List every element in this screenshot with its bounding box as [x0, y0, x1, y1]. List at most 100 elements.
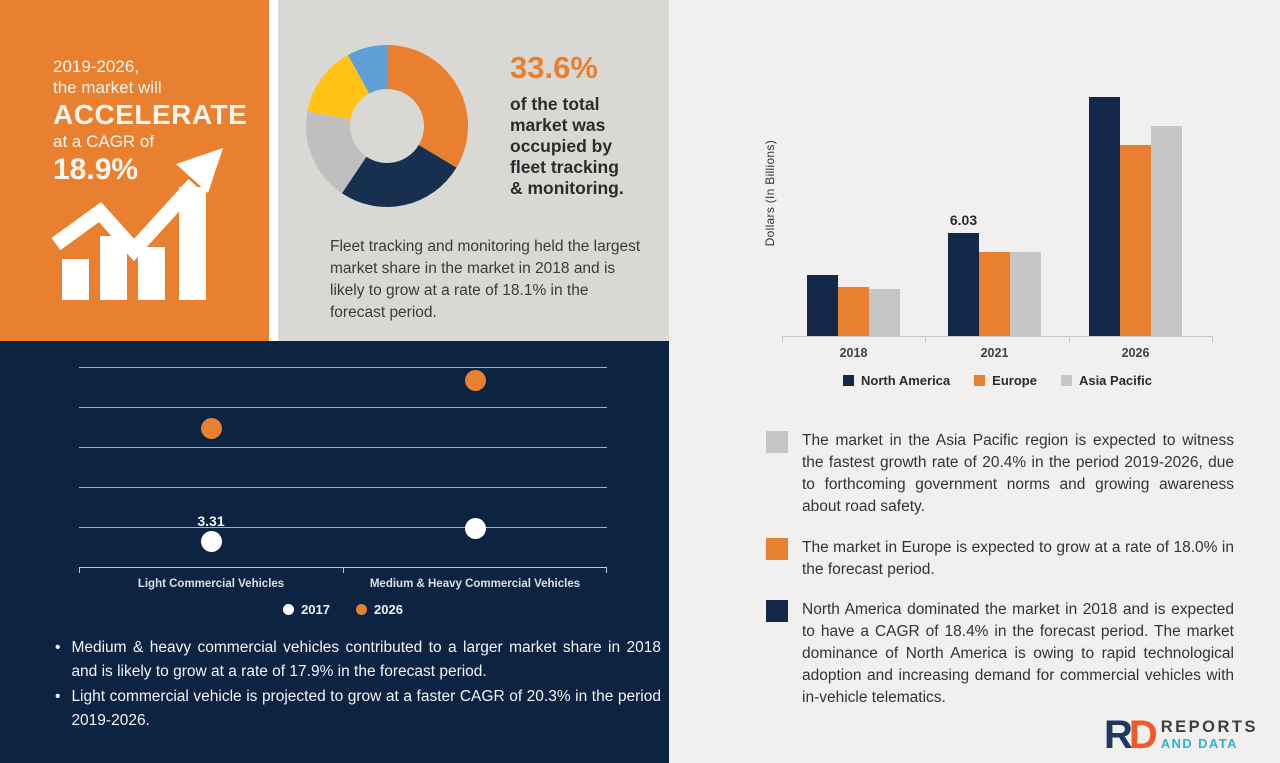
list-item: The market in Europe is expected to grow…	[766, 537, 1234, 581]
vehicle-type-panel: 3.31 Light Commercial Vehicles Medium & H…	[0, 341, 669, 763]
north-america-color-chip	[766, 600, 788, 622]
axis-tick	[79, 568, 80, 573]
vehicle-bullet-list: • Medium & heavy commercial vehicles con…	[55, 636, 661, 733]
legend-marker	[356, 604, 367, 615]
dot-2017-1	[464, 517, 486, 539]
legend-label: Europe	[992, 373, 1037, 388]
bar-chart-category-labels: 2018 2021 2026	[782, 346, 1213, 362]
list-item: • Light commercial vehicle is projected …	[55, 685, 661, 733]
list-item: North America dominated the market in 20…	[766, 599, 1234, 709]
bar-asia-pacific-2018	[869, 289, 900, 336]
market-share-donut-chart	[305, 45, 469, 208]
stat-block: 33.6% of the total market was occupied b…	[510, 50, 640, 199]
logo-name-top: REPORTS	[1160, 718, 1258, 737]
bar-europe-2018	[838, 286, 869, 336]
category-label: Light Commercial Vehicles	[137, 578, 285, 590]
cagr-headline: ACCELERATE	[53, 98, 248, 130]
regional-bar-chart: 6.03	[782, 95, 1213, 342]
bar-chart-axis	[782, 336, 1213, 337]
cagr-text-block: 2019-2026, the market will ACCELERATE at…	[53, 56, 247, 187]
legend-marker	[843, 375, 855, 386]
gridline	[79, 367, 607, 368]
axis-tick	[925, 337, 927, 342]
bar-north-america-2018	[807, 274, 838, 336]
dot-2017-0	[200, 531, 222, 553]
axis-tick	[782, 337, 783, 342]
growth-arrow-icon	[51, 148, 223, 300]
bar-asia-pacific-2021	[1010, 252, 1041, 336]
bar-group-2018	[807, 274, 900, 336]
regional-panel: Dollars (In Billions) 6.03 2018 2021 2026 …	[669, 0, 1280, 763]
cagr-highlight-panel: 2019-2026, the market will ACCELERATE at…	[0, 0, 269, 341]
legend-marker	[974, 375, 986, 386]
legend-marker	[283, 604, 295, 615]
stat-caption: of the total market was occupied by flee…	[510, 94, 624, 198]
bar-chart-legend: North America Europe Asia Pacific	[782, 373, 1213, 388]
donut-slice-segment-5	[347, 45, 387, 94]
dot-plot-category-labels: Light Commercial Vehicles Medium & Heavy …	[79, 578, 607, 594]
vehicle-dot-plot: 3.31	[79, 350, 607, 573]
logo-letter-r: R	[1103, 713, 1133, 757]
donut-slice-fleet-tracking-and-monitoring	[387, 45, 469, 168]
axis-tick	[342, 568, 344, 573]
bullet-marker: •	[55, 639, 61, 656]
europe-color-chip	[766, 538, 788, 560]
cagr-line4: at a CAGR of	[53, 131, 155, 151]
cagr-value: 18.9%	[53, 152, 139, 186]
legend-item-europe: Europe	[974, 373, 1037, 388]
logo-name-bottom: AND DATA	[1160, 735, 1238, 751]
category-label: 2026	[1121, 346, 1150, 360]
reports-and-data-logo: RD REPORTS AND DATA	[1104, 715, 1258, 755]
gridline	[79, 407, 607, 408]
dot-plot-legend: 2017 2026	[79, 602, 607, 617]
data-label: 6.03	[949, 212, 978, 229]
asia-pacific-bullet-text: The market in the Asia Pacific region is…	[802, 432, 1234, 515]
dot-2026-0	[200, 417, 222, 439]
north-america-bullet-text: North America dominated the market in 20…	[802, 601, 1234, 706]
donut-slice-segment-3	[305, 111, 367, 194]
axis-tick	[1068, 337, 1070, 342]
legend-label: Asia Pacific	[1078, 373, 1152, 388]
bar-north-america-2021: 6.03	[948, 212, 979, 336]
legend-label: 2026	[374, 602, 403, 617]
stat-value: 33.6%	[510, 50, 598, 85]
category-label: Medium & Heavy Commercial Vehicles	[369, 578, 581, 590]
cagr-period: 2019-2026,	[53, 57, 140, 76]
legend-item-2026: 2026	[356, 602, 403, 617]
legend-label: 2017	[301, 602, 330, 617]
logo-monogram: RD	[1103, 713, 1158, 757]
logo-letter-d: D	[1128, 713, 1158, 757]
category-label: 2018	[839, 346, 868, 360]
gridline	[79, 527, 607, 528]
vehicle-bullet-text: Medium & heavy commercial vehicles contr…	[71, 639, 661, 681]
list-item: • Medium & heavy commercial vehicles con…	[55, 636, 661, 684]
bullet-marker: •	[55, 688, 61, 706]
axis-tick	[606, 568, 607, 573]
bar-asia-pacific-2026	[1151, 126, 1182, 336]
market-share-paragraph: Fleet tracking and monitoring held the l…	[330, 238, 641, 322]
bar-europe-2021	[979, 252, 1010, 336]
bar-north-america-2026	[1089, 97, 1120, 336]
europe-bullet-text: The market in Europe is expected to grow…	[802, 539, 1234, 578]
market-share-panel: 33.6% of the total market was occupied b…	[278, 0, 669, 341]
legend-label: North America	[861, 373, 951, 388]
gridline	[79, 447, 607, 448]
donut-slice-segment-4	[307, 55, 370, 120]
legend-marker	[1060, 375, 1072, 386]
list-item: The market in the Asia Pacific region is…	[766, 430, 1234, 518]
bar-group-2026	[1089, 97, 1182, 336]
bar-chart-y-axis-label: Dollars (In Billions)	[763, 140, 777, 247]
donut-slice-segment-2	[341, 145, 457, 208]
bar-group-2021: 6.03	[948, 212, 1041, 336]
category-label: 2021	[980, 346, 1009, 360]
cagr-line2: the market will	[53, 78, 162, 98]
legend-item-asia-pacific: Asia Pacific	[1060, 373, 1152, 388]
vehicle-bullet-text: Light commercial vehicle is projected to…	[71, 688, 661, 730]
logo-wordmark: REPORTS AND DATA	[1160, 718, 1258, 751]
dot-2026-1	[464, 370, 486, 392]
dot-plot-axis	[79, 567, 607, 568]
axis-tick	[1212, 337, 1213, 342]
legend-item-north-america: North America	[843, 373, 950, 388]
gridline	[79, 487, 607, 488]
